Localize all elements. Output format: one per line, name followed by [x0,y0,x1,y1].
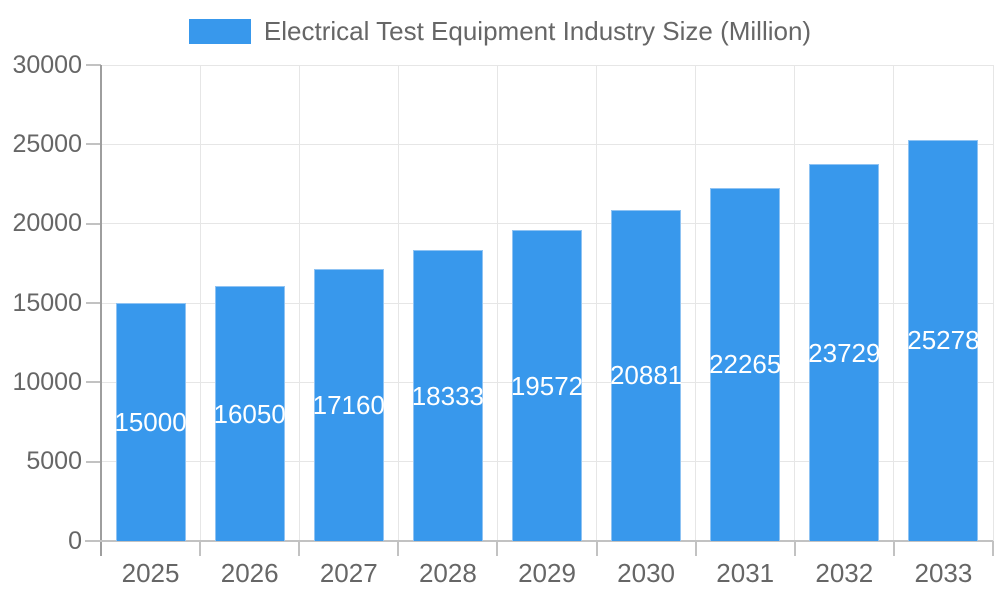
x-tick-label: 2028 [418,558,477,588]
y-tick-mark [86,460,101,463]
bar-2026 [214,286,285,541]
y-tick-mark [86,381,101,384]
bar-2031 [710,187,781,541]
legend-swatch[interactable] [188,19,251,44]
x-gridline [496,65,498,541]
bar-2032 [809,164,880,541]
x-tick-label: 2032 [815,558,874,588]
bar-2027 [313,268,384,541]
bar-value-label: 19572 [510,370,584,401]
x-tick-mark [892,541,895,556]
bar-2028 [412,250,483,541]
x-gridline [397,65,399,541]
bar-value-label: 16050 [213,398,286,429]
x-gridline [596,65,598,541]
x-tick-mark [793,541,796,556]
y-tick-label: 5000 [26,447,82,476]
x-tick-label: 2025 [121,558,180,588]
x-tick-mark [397,541,400,556]
x-tick-mark [298,541,301,556]
x-gridline [695,65,697,541]
x-gridline [992,65,994,541]
x-tick-label: 2026 [220,558,279,588]
x-tick-label: 2030 [617,558,676,588]
x-axis-line [85,540,993,542]
bar-value-label: 22265 [709,349,782,380]
x-gridline [298,65,300,541]
x-gridline [794,65,796,541]
y-tick-mark [86,302,101,304]
bar-value-label: 17160 [312,389,385,420]
x-tick-mark [595,541,598,556]
x-tick-label: 2033 [914,558,973,588]
y-gridline [101,64,993,66]
bar-value-label: 18333 [411,380,485,411]
y-tick-label: 10000 [12,367,82,396]
y-tick-label: 20000 [12,209,82,238]
x-tick-mark [992,541,994,556]
bar-value-label: 15000 [114,407,187,437]
bar-2025 [115,303,186,541]
bar-2030 [611,209,682,541]
x-gridline [893,65,895,541]
bar-value-label: 25278 [907,325,980,356]
y-axis-line [100,65,102,556]
chart-legend: Electrical Test Equipment Industry Size … [0,16,1000,47]
x-gridline [199,65,201,541]
bar-2033 [908,139,979,541]
y-tick-label: 15000 [12,288,82,317]
y-tick-label: 30000 [12,50,82,79]
bar-value-label: 23729 [808,337,881,368]
y-tick-mark [86,222,101,225]
bar-value-label: 20881 [609,360,683,391]
y-tick-mark [86,143,101,146]
legend-label[interactable]: Electrical Test Equipment Industry Size … [263,16,812,46]
x-tick-mark [199,541,202,556]
x-tick-mark [496,541,499,556]
y-tick-mark [86,64,101,66]
bar-2029 [512,230,582,541]
y-tick-label: 25000 [12,129,82,158]
x-tick-mark [694,541,697,556]
y-gridline [101,223,993,225]
x-tick-label: 2027 [319,558,378,588]
y-gridline [101,143,993,145]
y-tick-label: 0 [68,526,82,555]
x-tick-label: 2029 [518,558,576,588]
x-tick-label: 2031 [716,558,775,588]
